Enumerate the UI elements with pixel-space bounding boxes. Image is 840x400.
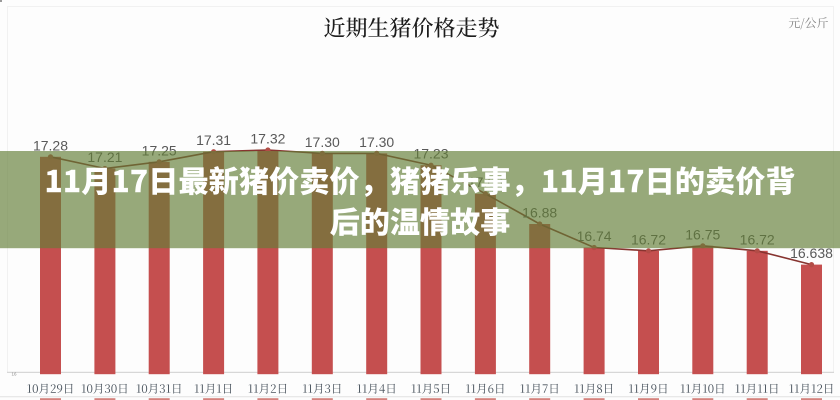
svg-text:17.30: 17.30 bbox=[359, 134, 394, 150]
svg-text:17.31: 17.31 bbox=[196, 132, 231, 148]
svg-text:17.32: 17.32 bbox=[250, 131, 285, 147]
svg-text:16.638: 16.638 bbox=[790, 245, 833, 261]
svg-text:17.28: 17.28 bbox=[33, 137, 68, 153]
svg-text:16: 16 bbox=[12, 372, 18, 377]
svg-text:17.30: 17.30 bbox=[305, 134, 340, 150]
